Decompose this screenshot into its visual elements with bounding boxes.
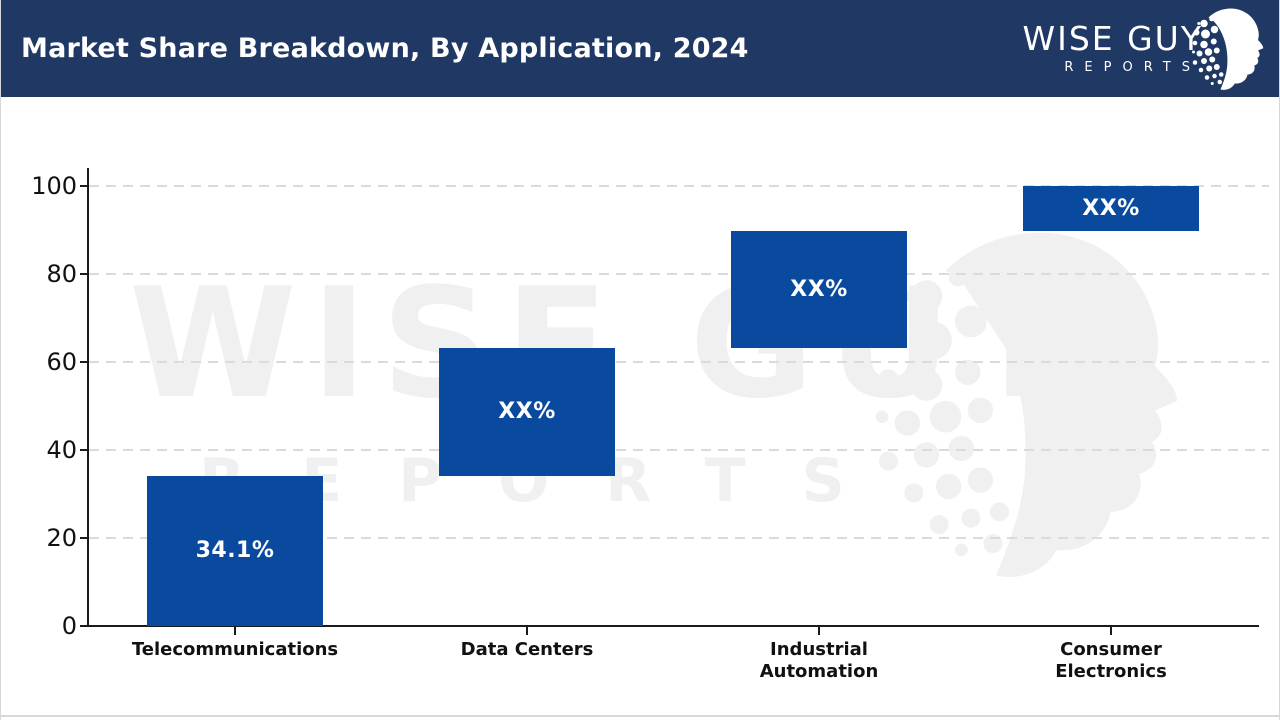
x-axis-label-0: Telecommunications xyxy=(131,639,339,660)
x-axis-line xyxy=(87,625,1259,627)
logo-text: WISE GUY REPORTS xyxy=(1022,22,1203,75)
gridline-100 xyxy=(89,185,1269,187)
y-tick-label-60: 60 xyxy=(46,348,77,376)
x-axis-label-3: Consumer Electronics xyxy=(1055,639,1167,682)
bar-value-label: XX% xyxy=(1082,195,1140,221)
y-tick-label-40: 40 xyxy=(46,436,77,464)
y-tick-80 xyxy=(80,273,89,275)
bar-industrial-automation: XX% xyxy=(731,230,907,348)
y-tick-0 xyxy=(80,625,89,627)
bar-value-label: XX% xyxy=(790,276,848,302)
y-tick-100 xyxy=(80,185,89,187)
y-tick-label-0: 0 xyxy=(61,612,77,640)
y-tick-label-80: 80 xyxy=(46,260,77,288)
brand-logo: WISE GUY REPORTS xyxy=(1022,6,1267,92)
header: Market Share Breakdown, By Application, … xyxy=(1,0,1279,97)
page-title: Market Share Breakdown, By Application, … xyxy=(21,33,749,64)
y-axis-line xyxy=(87,168,89,627)
y-tick-label-100: 100 xyxy=(31,172,77,200)
x-axis-label-2: Industrial Automation xyxy=(759,639,879,682)
x-tick-3 xyxy=(1110,627,1112,635)
x-tick-0 xyxy=(234,627,236,635)
bar-value-label: XX% xyxy=(498,399,556,425)
y-tick-60 xyxy=(80,361,89,363)
x-tick-2 xyxy=(818,627,820,635)
y-tick-40 xyxy=(80,449,89,451)
y-tick-label-20: 20 xyxy=(46,524,77,552)
x-axis-label-1: Data Centers xyxy=(460,639,594,660)
bar-telecommunications: 34.1% xyxy=(147,475,323,626)
x-tick-1 xyxy=(526,627,528,635)
gridline-20 xyxy=(89,537,1269,539)
bottom-border xyxy=(1,715,1279,717)
bar-consumer-electronics: XX% xyxy=(1023,186,1199,231)
gridline-80 xyxy=(89,273,1269,275)
gridline-40 xyxy=(89,449,1269,451)
bar-value-label: 34.1% xyxy=(195,538,275,564)
y-tick-20 xyxy=(80,537,89,539)
bar-data-centers: XX% xyxy=(439,347,615,476)
logo-wordmark: WISE GUY xyxy=(1022,19,1203,58)
gridline-60 xyxy=(89,361,1269,363)
logo-subtext: REPORTS xyxy=(1064,60,1201,75)
